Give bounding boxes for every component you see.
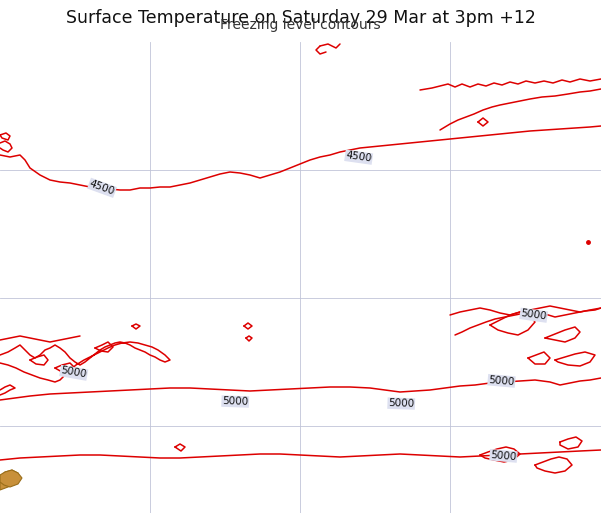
Text: 4500: 4500 — [88, 179, 116, 197]
Text: Surface Temperature on Saturday 29 Mar at 3pm +12: Surface Temperature on Saturday 29 Mar a… — [66, 9, 535, 27]
Text: 4500: 4500 — [345, 150, 373, 164]
Text: 5000: 5000 — [490, 450, 517, 462]
Text: 5000: 5000 — [488, 375, 515, 387]
Text: 5000: 5000 — [60, 366, 88, 380]
Text: 5000: 5000 — [520, 308, 548, 322]
Text: 5000: 5000 — [222, 396, 248, 407]
Polygon shape — [0, 470, 22, 487]
Text: 5000: 5000 — [388, 398, 415, 409]
Polygon shape — [0, 470, 20, 490]
Text: Freezing level contours: Freezing level contours — [220, 17, 381, 31]
